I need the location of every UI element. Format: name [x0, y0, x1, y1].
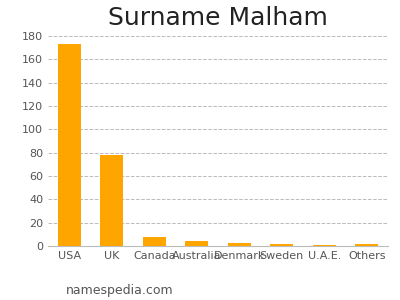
Bar: [185, 241, 208, 246]
Bar: [270, 244, 294, 246]
Bar: [142, 237, 166, 246]
Bar: [228, 242, 251, 246]
Bar: [100, 155, 124, 246]
Bar: [312, 245, 336, 246]
Text: namespedia.com: namespedia.com: [66, 284, 174, 297]
Bar: [355, 244, 378, 246]
Bar: [58, 44, 81, 246]
Title: Surname Malham: Surname Malham: [108, 6, 328, 30]
